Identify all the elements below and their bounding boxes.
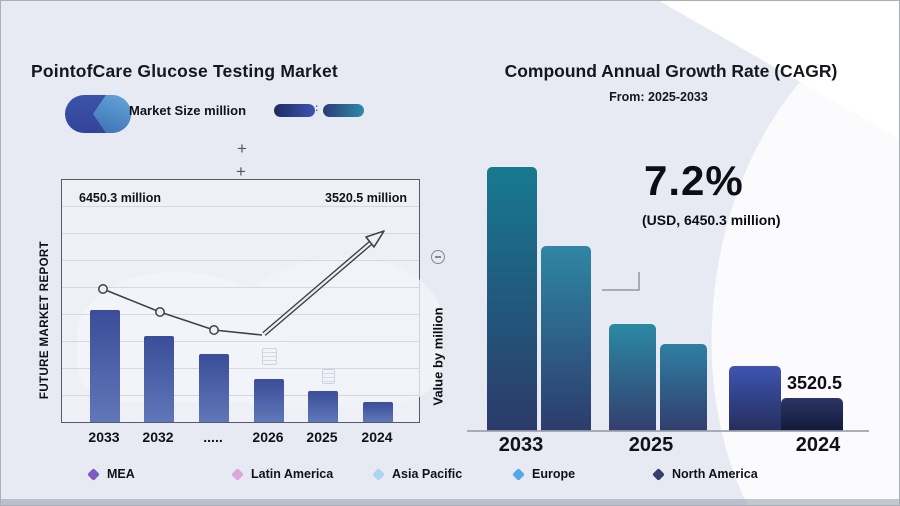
plus-icon: + bbox=[236, 162, 246, 181]
cagr-bar bbox=[781, 398, 843, 431]
legend-label: North America bbox=[672, 467, 758, 481]
legend-label: Asia Pacific bbox=[392, 467, 463, 481]
x-axis-label: 2025 bbox=[306, 429, 338, 445]
market-size-bar bbox=[308, 391, 338, 422]
minus-circle-icon bbox=[431, 250, 445, 264]
cagr-bar bbox=[660, 344, 707, 431]
x-axis-label: 2024 bbox=[795, 434, 841, 456]
gridlines bbox=[62, 206, 419, 422]
left-panel-title: PointofCare Glucose Testing Market bbox=[31, 61, 338, 81]
market-size-bar bbox=[199, 354, 229, 422]
chart-start-value-label: 6450.3 million bbox=[79, 191, 161, 205]
x-axis-label: 2025 bbox=[628, 434, 674, 456]
x-axis-label: ..... bbox=[203, 429, 223, 445]
cylinder-icon bbox=[65, 95, 131, 133]
end-value-label: 3520.5 bbox=[787, 373, 843, 393]
x-axis-label: 2032 bbox=[142, 429, 174, 445]
gradient-pill-teal-icon bbox=[323, 104, 364, 117]
plus-icon: + bbox=[237, 139, 247, 158]
legend-diamond-icon bbox=[512, 467, 525, 481]
legend-item: Europe bbox=[512, 467, 654, 481]
value-axis-label: Value by million bbox=[430, 307, 446, 406]
future-market-report-label: FUTURE MARKET REPORT bbox=[39, 240, 51, 400]
x-axis-label: 2033 bbox=[88, 429, 120, 445]
market-size-chart: 6450.3 million 3520.5 million bbox=[61, 179, 442, 423]
legend-label: Europe bbox=[532, 467, 576, 481]
cagr-usd-note: (USD, 6450.3 million) bbox=[642, 212, 781, 228]
cagr-bar bbox=[729, 366, 781, 431]
chart-end-value-label: 3520.5 million bbox=[325, 191, 407, 205]
ghost-calendar-icon bbox=[322, 369, 335, 384]
trend-line-and-arrow bbox=[98, 230, 385, 336]
cagr-bar bbox=[487, 167, 537, 431]
market-size-bar bbox=[254, 379, 284, 422]
legend-item: North America bbox=[652, 467, 758, 481]
ghost-calendar-icon bbox=[262, 348, 277, 365]
x-axis-label: 2024 bbox=[361, 429, 393, 445]
right-panel-subtitle: From: 2025-2033 bbox=[609, 90, 708, 104]
region-legend: MEA Latin America Asia Pacific Europe North … bbox=[87, 467, 758, 481]
right-panel-title: Compound Annual Growth Rate (CAGR) bbox=[504, 61, 838, 81]
legend-diamond-icon bbox=[372, 467, 385, 481]
right-chart-axis-line bbox=[467, 430, 869, 432]
market-size-bar bbox=[363, 402, 393, 422]
x-axis-label: 2026 bbox=[252, 429, 284, 445]
legend-label: MEA bbox=[107, 467, 135, 481]
market-size-bar bbox=[144, 336, 174, 422]
market-size-bar bbox=[90, 310, 120, 422]
legend-item: Asia Pacific bbox=[372, 467, 514, 481]
gradient-pill-blue-icon bbox=[274, 104, 315, 117]
cagr-percentage: 7.2% bbox=[644, 157, 744, 204]
cagr-bar bbox=[609, 324, 656, 431]
market-size-label: Market Size million bbox=[129, 103, 247, 118]
legend-item: MEA bbox=[87, 467, 233, 481]
left-bars-layer bbox=[62, 180, 419, 422]
bottom-band bbox=[1, 499, 899, 505]
legend-diamond-icon bbox=[652, 467, 665, 481]
legend-diamond-icon bbox=[231, 467, 244, 481]
cagr-bar bbox=[541, 246, 591, 431]
pill-separator: : bbox=[315, 103, 319, 114]
legend-item: Latin America bbox=[231, 467, 374, 481]
legend-diamond-icon bbox=[87, 467, 100, 481]
step-line-decoration bbox=[602, 272, 640, 291]
legend-label: Latin America bbox=[251, 467, 334, 481]
x-axis-label: 2033 bbox=[498, 434, 544, 456]
